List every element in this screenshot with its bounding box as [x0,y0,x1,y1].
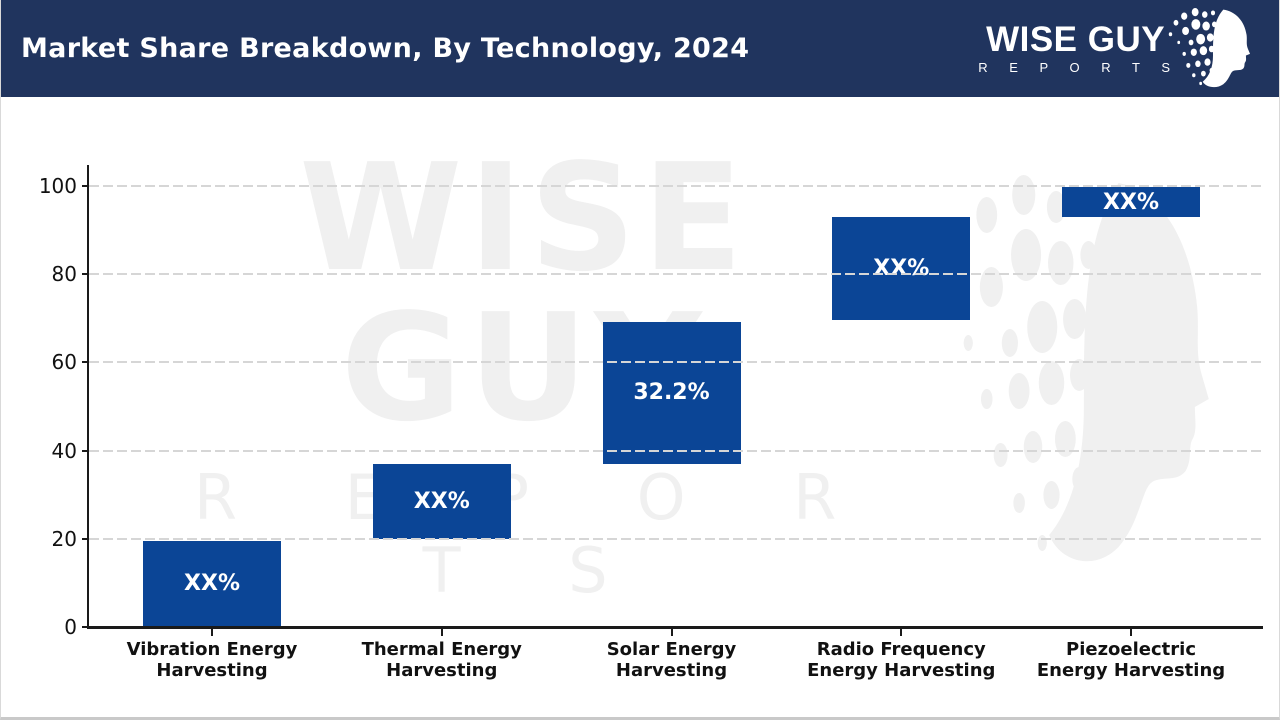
x-tick [670,629,673,636]
x-category-label: Radio Frequency Energy Harvesting [807,639,996,681]
logo-text: WISE GUY R E P O R T S [972,19,1179,75]
wiseguy-logo: WISE GUY R E P O R T S [972,7,1261,90]
y-tick [82,185,89,187]
gridline [89,273,1263,276]
y-tick-label: 60 [51,350,77,375]
chart-title: Market Share Breakdown, By Technology, 2… [21,33,750,64]
x-category-label: Solar Energy Harvesting [606,639,737,681]
y-tick-label: 80 [51,262,77,287]
x-tick [440,629,443,636]
waterfall-bar: XX% [143,541,281,627]
x-category-label: Vibration Energy Harvesting [126,639,298,681]
bar-value-label: XX% [184,571,240,597]
gridline [89,361,1263,364]
bar-value-label: XX% [413,488,470,514]
waterfall-bar: XX% [372,463,511,539]
gridline [89,537,1263,540]
bar-value-label: XX% [873,256,930,282]
logo-subtitle: R E P O R T S [978,59,1179,75]
y-tick-label: 40 [51,438,77,463]
waterfall-bar: XX% [832,216,971,321]
waterfall-bar: XX% [1062,187,1200,217]
y-tick-label: 20 [51,526,77,551]
y-tick [82,361,89,364]
x-axis [87,626,1263,629]
x-tick [211,629,213,636]
y-tick [82,537,89,540]
x-category-label: Piezoelectric Energy Harvesting [1036,639,1226,681]
y-tick-label: 100 [38,174,77,198]
wiseguy-face-icon [1168,7,1251,87]
x-tick [900,629,903,636]
y-tick [82,449,89,452]
x-tick [1130,629,1132,636]
header: Market Share Breakdown, By Technology, 2… [1,0,1279,97]
gridline [89,185,1263,187]
y-tick-label: 0 [64,615,77,639]
y-tick [82,273,89,276]
bar-value-label: XX% [1103,189,1159,215]
waterfall-bar: 32.2% [602,321,741,464]
gridline [89,449,1263,452]
x-category-label: Thermal Energy Harvesting [361,639,522,681]
bar-value-label: 32.2% [633,380,710,406]
logo-wordmark: WISE GUY [986,19,1166,59]
y-axis [87,165,89,629]
y-tick [82,626,89,628]
